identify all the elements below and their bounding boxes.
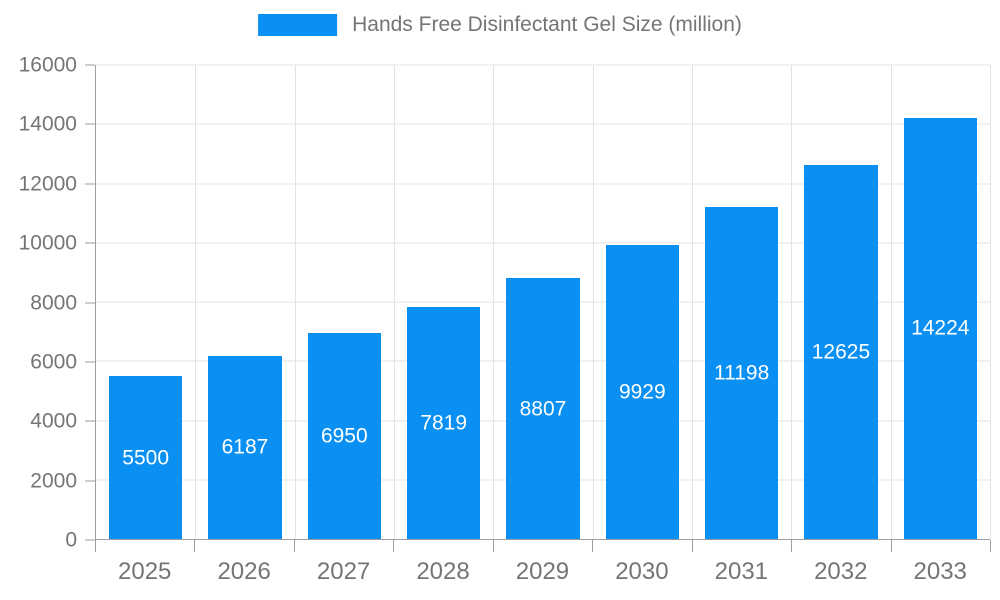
bars-row: 5500 6187 6950 7819 8807 9929 11198 12625 14224 [96, 65, 990, 539]
y-tick [85, 183, 95, 185]
x-tick [691, 540, 693, 552]
gridline-horizontal [96, 242, 990, 244]
gridline-vertical [493, 65, 495, 539]
x-tick [990, 540, 991, 552]
bar-value-label: 6187 [221, 435, 269, 459]
bar-2030[interactable]: 9929 [605, 244, 680, 539]
y-tick-label: 14000 [18, 112, 77, 136]
gridline-horizontal [96, 64, 990, 66]
x-tick-label-2032: 2032 [814, 558, 868, 585]
gridline-vertical [691, 65, 693, 539]
bar-value-label: 12625 [811, 340, 871, 364]
bar-value-label: 14224 [911, 316, 970, 340]
y-tick [85, 242, 95, 244]
x-axis: 2025 2026 2027 2028 2029 2030 2031 2032 2033 [95, 540, 991, 600]
gridline-vertical [890, 65, 892, 539]
legend[interactable]: Hands Free Disinfectant Gel Size (millio… [258, 13, 742, 37]
legend-swatch [258, 14, 338, 36]
bar-2029[interactable]: 8807 [506, 278, 580, 539]
x-tick [393, 540, 395, 552]
bar-cell-2027: 6950 [295, 65, 394, 539]
bar-cell-2031: 11198 [692, 65, 791, 539]
gridline-vertical [195, 65, 197, 539]
bar-value-label: 11198 [713, 361, 770, 385]
x-tick-label-2029: 2029 [515, 558, 570, 585]
y-tick [85, 302, 95, 303]
bar-2031[interactable]: 11198 [704, 207, 779, 539]
bar-cell-2032: 12625 [791, 65, 890, 539]
x-tick-label-2031: 2031 [714, 558, 769, 585]
bar-2027[interactable]: 6950 [307, 333, 382, 539]
y-tick [85, 64, 95, 66]
y-tick [85, 361, 95, 363]
x-tick [492, 540, 494, 552]
x-tick [293, 540, 295, 552]
x-tick-label-2030: 2030 [615, 558, 669, 585]
x-tick [194, 540, 196, 552]
bar-2026[interactable]: 6187 [208, 355, 282, 539]
x-tick [791, 540, 793, 552]
x-tick [592, 540, 594, 552]
bar-2025[interactable]: 5500 [108, 376, 183, 539]
x-tick-label-2026: 2026 [217, 558, 271, 585]
x-tick-label-2025: 2025 [118, 558, 172, 585]
x-tick-label-2028: 2028 [416, 558, 470, 585]
gridline-horizontal [96, 123, 990, 125]
bar-value-label: 7819 [420, 411, 467, 435]
bar-value-label: 6950 [320, 424, 368, 448]
y-tick [85, 123, 95, 125]
bar-value-label: 8807 [519, 397, 567, 421]
gridline-vertical [294, 65, 296, 539]
bar-cell-2029: 8807 [493, 65, 592, 539]
x-tick [95, 540, 96, 552]
y-tick [85, 420, 95, 422]
bar-cell-2028: 7819 [394, 65, 493, 539]
bar-2028[interactable]: 7819 [406, 307, 481, 539]
bar-cell-2026: 6187 [195, 65, 294, 539]
y-tick-label: 0 [65, 528, 77, 552]
y-tick [85, 480, 95, 482]
gridline-horizontal [96, 183, 990, 184]
y-tick-label: 8000 [30, 291, 77, 314]
y-tick [85, 539, 95, 541]
y-tick-label: 10000 [18, 231, 77, 255]
plot-area: 5500 6187 6950 7819 8807 9929 11198 12625 14224 [95, 64, 991, 540]
x-tick-label-2033: 2033 [913, 558, 967, 585]
legend-label: Hands Free Disinfectant Gel Size (millio… [352, 13, 742, 36]
bar-cell-2033: 14224 [891, 65, 990, 539]
y-tick-label: 16000 [18, 53, 77, 77]
y-axis: 0 2000 4000 6000 8000 10000 12000 14000 16000 [0, 55, 95, 551]
bar-cell-2025: 5500 [96, 65, 195, 539]
gridline-vertical [990, 65, 991, 539]
bar-2032[interactable]: 12625 [804, 164, 878, 539]
y-tick-label: 4000 [30, 409, 77, 433]
x-tick-label-2027: 2027 [316, 558, 371, 585]
bar-value-label: 5500 [122, 446, 170, 470]
bar-2033[interactable]: 14224 [903, 117, 978, 539]
y-tick-label: 6000 [30, 350, 77, 374]
bar-value-label: 9929 [618, 380, 666, 404]
bar-cell-2030: 9929 [593, 65, 692, 539]
x-labels: 2025 2026 2027 2028 2029 2030 2031 2032 2033 [95, 558, 990, 586]
gridline-vertical [592, 65, 594, 539]
gridline-vertical [393, 65, 395, 539]
y-tick-label: 12000 [18, 172, 77, 196]
gridline-vertical [791, 65, 793, 539]
y-tick-label: 2000 [30, 469, 77, 493]
x-tick [890, 540, 892, 552]
